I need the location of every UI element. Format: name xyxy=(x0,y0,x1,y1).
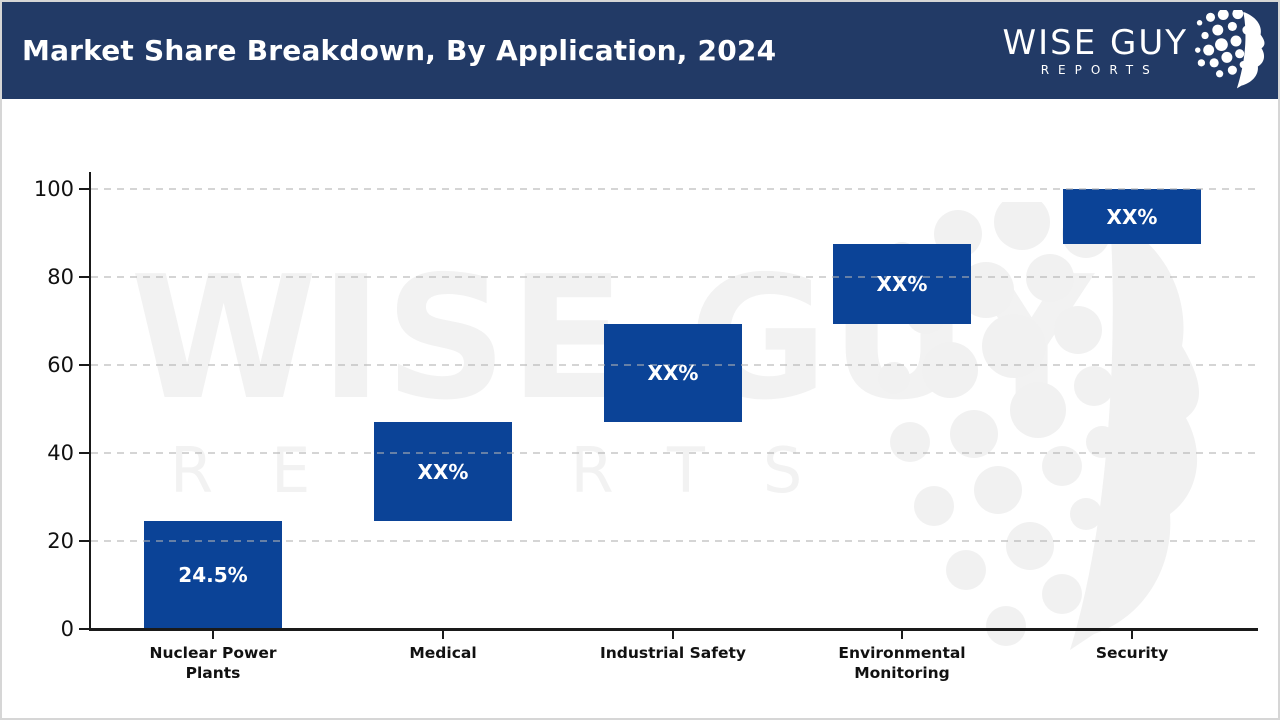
x-axis-category-label: Medical xyxy=(409,644,477,662)
y-tick-mark xyxy=(79,628,89,630)
brand-logo-text: WISE GUY REPORTS xyxy=(1002,26,1188,76)
watermark-reports-text: REPORTS xyxy=(170,434,861,507)
gridline xyxy=(91,452,1257,454)
x-tick-mark xyxy=(901,631,903,639)
gridline xyxy=(91,188,1257,190)
bar-value-label: XX% xyxy=(876,272,928,297)
bar-segment xyxy=(1063,189,1201,244)
chart-title: Market Share Breakdown, By Application, … xyxy=(22,34,777,67)
y-tick-mark xyxy=(79,276,89,278)
bar-value-label: XX% xyxy=(417,459,469,484)
bar-value-label: 24.5% xyxy=(178,563,248,588)
gridline xyxy=(91,364,1257,366)
bar-value-label: XX% xyxy=(1106,204,1158,229)
x-tick-mark xyxy=(672,631,674,639)
y-tick-mark xyxy=(79,452,89,454)
y-tick-label: 40 xyxy=(47,441,74,465)
y-tick-mark xyxy=(79,364,89,366)
y-tick-label: 20 xyxy=(47,529,74,553)
y-axis-line xyxy=(89,172,91,630)
y-tick-label: 60 xyxy=(47,353,74,377)
x-axis-category-label: Security xyxy=(1095,644,1169,662)
bar-segment xyxy=(144,521,282,629)
y-tick-mark xyxy=(79,188,89,190)
header-bar: Market Share Breakdown, By Application, … xyxy=(2,2,1278,99)
x-axis-category-label: Environmental Monitoring xyxy=(838,644,966,682)
bar-segment xyxy=(833,244,971,325)
x-tick-mark xyxy=(1131,631,1133,639)
gridline xyxy=(91,276,1257,278)
y-tick-label: 80 xyxy=(47,265,74,289)
bar-segment xyxy=(604,324,742,423)
brand-name: WISE GUY xyxy=(1002,22,1188,63)
x-axis-category-label: Nuclear Power Plants xyxy=(149,644,277,682)
gridline xyxy=(91,540,1257,542)
brand-logo: WISE GUY REPORTS xyxy=(1002,8,1270,93)
y-tick-label: 0 xyxy=(60,617,74,641)
x-axis-category-label: Industrial Safety xyxy=(599,644,747,662)
y-tick-mark xyxy=(79,540,89,542)
y-tick-label: 100 xyxy=(33,177,74,201)
brand-face-dots-icon xyxy=(1195,9,1265,88)
bar-value-label: XX% xyxy=(647,361,699,386)
bar-segment xyxy=(374,422,512,522)
x-tick-mark xyxy=(212,631,214,639)
x-tick-mark xyxy=(442,631,444,639)
brand-subname: REPORTS xyxy=(1040,62,1159,77)
x-axis-line xyxy=(89,628,1258,631)
